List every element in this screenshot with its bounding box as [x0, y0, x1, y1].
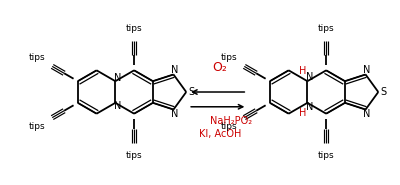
Text: tips: tips: [29, 122, 45, 131]
Text: H: H: [299, 108, 306, 118]
Text: N: N: [363, 110, 370, 120]
Text: S: S: [188, 87, 194, 97]
Text: tips: tips: [126, 24, 142, 33]
Text: H: H: [299, 66, 306, 76]
Text: NaH₂PO₂: NaH₂PO₂: [210, 116, 252, 126]
Text: N: N: [114, 73, 121, 83]
Text: tips: tips: [318, 151, 334, 160]
Text: O₂: O₂: [212, 61, 227, 74]
Text: tips: tips: [318, 24, 334, 33]
Text: tips: tips: [29, 53, 45, 63]
Text: S: S: [380, 87, 386, 97]
Text: N: N: [363, 65, 370, 75]
Text: N: N: [306, 72, 313, 82]
Text: N: N: [171, 65, 178, 75]
Text: N: N: [114, 101, 121, 111]
Text: tips: tips: [221, 53, 238, 63]
Text: tips: tips: [126, 151, 142, 160]
Text: KI, AcOH: KI, AcOH: [198, 129, 241, 139]
Text: N: N: [171, 110, 178, 120]
Text: tips: tips: [221, 122, 238, 131]
Text: N: N: [306, 102, 313, 112]
